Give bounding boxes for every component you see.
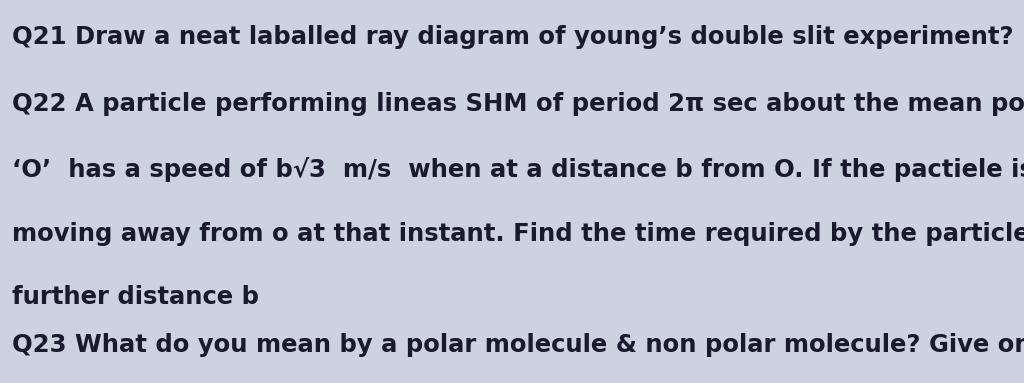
Text: moving away from o at that instant. Find the time required by the particle to: moving away from o at that instant. Find… [12,222,1024,246]
Text: ‘O’  has a speed of b√3  m/s  when at a distance b from O. If the pactiele is: ‘O’ has a speed of b√3 m/s when at a dis… [12,157,1024,182]
Text: further distance b: further distance b [12,285,259,309]
Text: Q22 A particle performing lineas SHM of period 2π sec about the mean position: Q22 A particle performing lineas SHM of … [12,92,1024,116]
Text: Q23 What do you mean by a polar molecule & non polar molecule? Give on: Q23 What do you mean by a polar molecule… [12,333,1024,357]
Text: Q21 Draw a neat laballed ray diagram of young’s double slit experiment?: Q21 Draw a neat laballed ray diagram of … [12,25,1014,49]
